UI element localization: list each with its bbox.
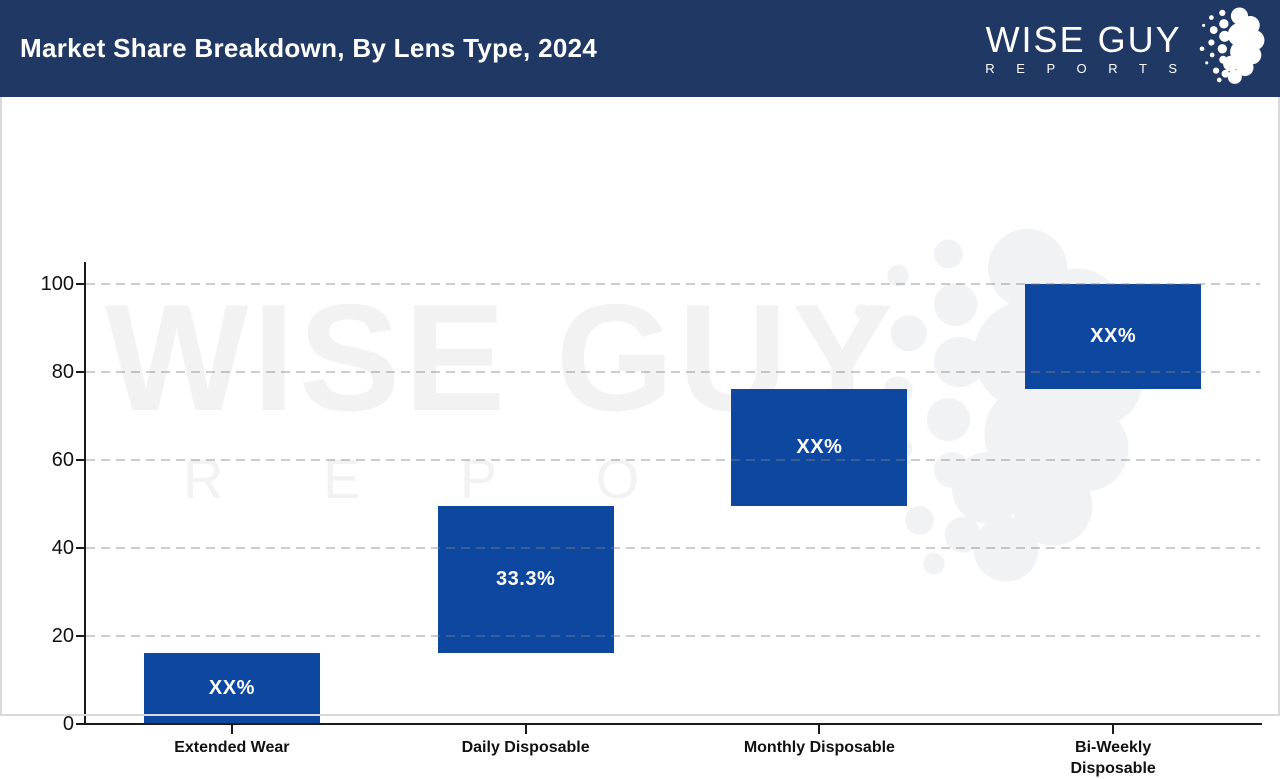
gridline-60: [86, 458, 1260, 461]
gridline-20: [86, 634, 1260, 637]
y-tick-label-60: 60: [51, 448, 74, 471]
x-tick-label: Extended Wear: [174, 739, 290, 756]
x-tick-mark: [230, 725, 233, 734]
y-tick-label-100: 100: [40, 273, 74, 295]
y-tick-mark-100: [76, 283, 85, 285]
y-tick-mark-20: [76, 634, 85, 637]
y-tick-label-40: 40: [51, 536, 74, 559]
x-tick-label: Daily Disposable: [461, 739, 590, 756]
logo-text: WISE GUY R E P O R T S: [981, 18, 1186, 76]
bar-value-label: XX%: [796, 436, 843, 459]
x-tick-label: Bi-Weekly Disposable: [1070, 739, 1156, 777]
bar-value-label: XX%: [1090, 325, 1137, 348]
bar-daily-disposable: 33.3%: [437, 506, 614, 653]
bar-value-label: 33.3%: [496, 568, 556, 591]
bar-extended-wear: XX%: [143, 652, 320, 724]
gridline-100: [86, 283, 1260, 285]
wise-guy-head-icon: [1188, 4, 1266, 92]
bar-monthly-disposable: XX%: [731, 389, 908, 507]
logo: WISE GUY R E P O R T S: [981, 4, 1266, 92]
y-tick-mark-0: [76, 722, 85, 725]
bar-value-label: XX%: [208, 676, 255, 699]
x-tick-label: Monthly Disposable: [743, 739, 895, 756]
y-tick-mark-80: [76, 370, 85, 373]
y-tick-label-20: 20: [51, 624, 74, 647]
y-tick-mark-60: [76, 458, 85, 461]
logo-wordmark: WISE GUY: [985, 18, 1182, 60]
x-tick-mark: [524, 725, 527, 734]
page-title: Market Share Breakdown, By Lens Type, 20…: [20, 33, 598, 63]
chart-area: XX% 33.3% XX% XX% 0 20 40 60 80 100 Extended Wear…: [0, 97, 1280, 777]
gridline-80: [86, 370, 1260, 373]
x-axis-line: [84, 723, 1262, 725]
y-tick-label-0: 0: [62, 712, 74, 735]
x-tick-mark: [818, 725, 821, 734]
y-tick-label-80: 80: [51, 360, 74, 383]
x-tick-mark: [1112, 725, 1115, 734]
y-axis-line: [84, 262, 86, 725]
logo-subtext: R E P O R T S: [985, 60, 1186, 76]
header-bar: Market Share Breakdown, By Lens Type, 20…: [0, 0, 1280, 97]
bar-bi-weekly-disposable: XX%: [1025, 284, 1202, 390]
gridline-40: [86, 546, 1260, 549]
y-tick-mark-40: [76, 546, 85, 549]
